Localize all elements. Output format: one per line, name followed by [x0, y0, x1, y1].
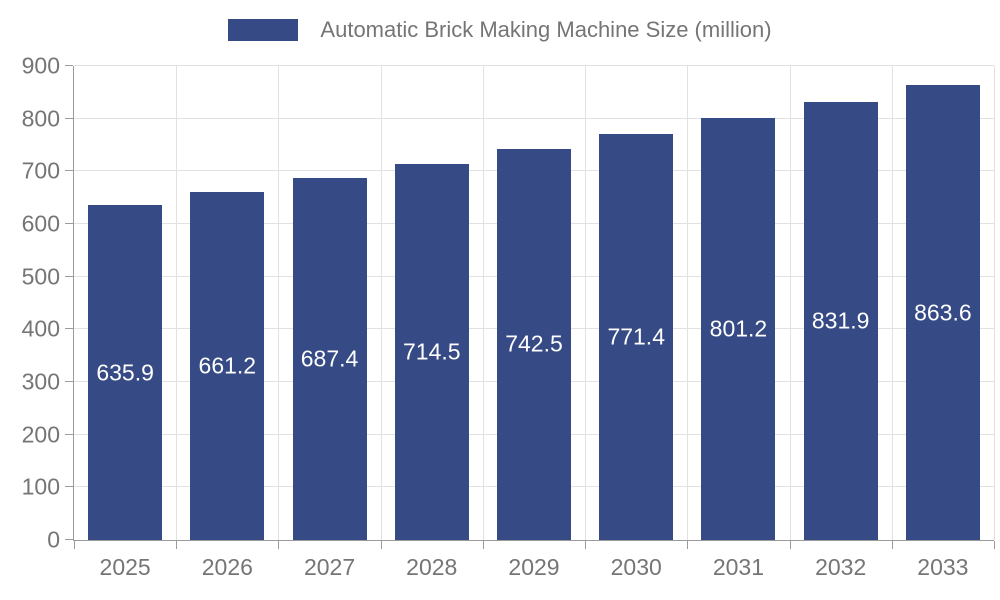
x-axis-category-label: 2027 [303, 554, 356, 580]
gridline-vertical [585, 66, 587, 540]
x-axis-category-label: 2030 [610, 554, 662, 580]
bar-2029[interactable]: 742.5 [497, 148, 571, 540]
y-axis-tick-label: 200 [21, 421, 60, 448]
bar-value-label: 742.5 [505, 330, 563, 357]
x-axis-tick [994, 541, 995, 549]
x-axis-tick [585, 541, 587, 549]
x-axis-category-label: 2026 [201, 554, 253, 580]
bar-2030[interactable]: 771.4 [599, 133, 674, 540]
bar-2027[interactable]: 687.4 [292, 177, 367, 540]
bar-2028[interactable]: 714.5 [394, 163, 469, 540]
x-axis-category-label: 2029 [508, 554, 560, 580]
y-axis-tick [65, 65, 73, 66]
bar-value-label: 714.5 [402, 338, 461, 365]
gridline-horizontal [74, 65, 994, 66]
x-axis-category-label: 2032 [815, 554, 867, 580]
legend-label: Automatic Brick Making Machine Size (mil… [320, 17, 772, 42]
y-axis-tick-label: 800 [21, 105, 60, 132]
x-axis-tick [380, 541, 382, 549]
gridline-vertical [891, 66, 893, 540]
bar-value-label: 831.9 [811, 307, 870, 334]
y-axis-tick-label: 900 [21, 52, 60, 79]
gridline-horizontal [74, 117, 994, 119]
bar-value-label: 771.4 [607, 323, 665, 350]
x-axis-tick [482, 541, 484, 549]
y-axis-tick-label: 0 [47, 526, 60, 553]
gridline-vertical [278, 66, 280, 540]
gridline-vertical [687, 66, 689, 540]
y-axis-tick [65, 381, 73, 383]
x-axis-category-label: 2031 [712, 554, 765, 580]
y-axis-tick [65, 117, 73, 119]
x-axis-tick [789, 541, 791, 549]
gridline-vertical [994, 66, 995, 540]
gridline-vertical [789, 66, 791, 540]
y-axis-tick [65, 275, 73, 277]
y-axis-tick-label: 600 [21, 210, 60, 237]
bar-value-label: 801.2 [709, 315, 768, 342]
y-axis-tick [65, 486, 73, 488]
gridline-vertical [176, 66, 178, 540]
y-axis-tick [65, 433, 73, 435]
x-axis-tick [891, 541, 893, 549]
x-axis-tick [278, 541, 280, 549]
bar-2025[interactable]: 635.9 [88, 205, 163, 540]
y-axis-tick [65, 223, 73, 225]
plot-area: 0 100 200 300 400 500 600 700 800 900 635.9 2025 661… [22, 53, 995, 580]
y-axis-tick-label: 400 [21, 315, 60, 342]
x-axis-category-label: 2033 [917, 554, 969, 580]
x-axis-tick [176, 541, 178, 549]
x-axis-category-label: 2028 [406, 554, 458, 580]
legend-swatch [228, 19, 299, 41]
x-axis-category-label: 2025 [99, 554, 151, 580]
bar-2033[interactable]: 863.6 [905, 85, 980, 540]
bar-2031[interactable]: 801.2 [701, 118, 776, 540]
y-axis-tick-label: 300 [21, 368, 60, 395]
bar-2026[interactable]: 661.2 [190, 191, 265, 540]
gridline-vertical [380, 66, 382, 540]
bar-2032[interactable]: 831.9 [803, 101, 878, 540]
gridline-vertical [482, 66, 484, 540]
y-axis-tick-label: 700 [21, 157, 60, 184]
bar-value-label: 635.9 [96, 359, 154, 386]
y-axis-tick-label: 500 [21, 263, 60, 290]
x-axis-tick [687, 541, 689, 549]
y-axis-tick [65, 170, 73, 172]
y-axis-tick-label: 100 [21, 473, 60, 500]
y-axis-tick [65, 539, 73, 540]
bar-value-label: 661.2 [198, 352, 257, 379]
x-axis-tick [74, 541, 75, 549]
legend[interactable]: Automatic Brick Making Machine Size (mil… [0, 17, 1000, 43]
bar-value-label: 687.4 [300, 345, 359, 372]
y-axis-tick [65, 328, 73, 330]
bar-value-label: 863.6 [914, 299, 972, 326]
